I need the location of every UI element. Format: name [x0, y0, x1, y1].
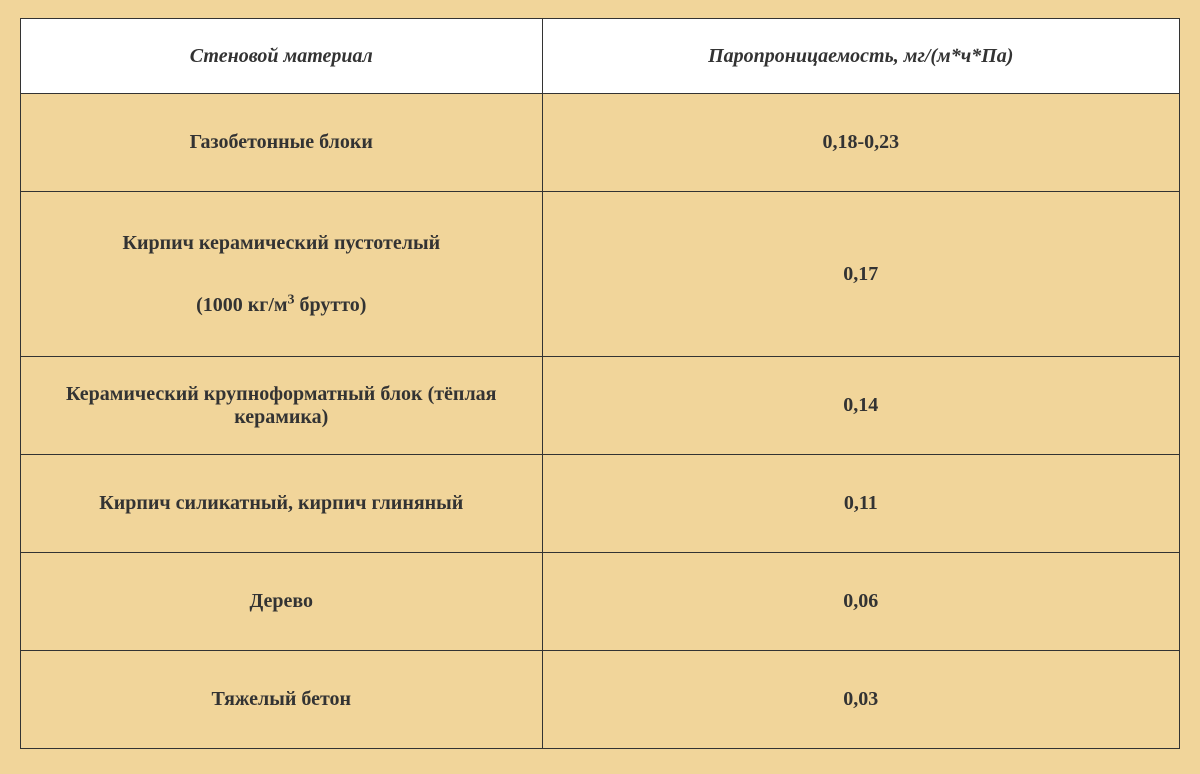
- cell-material-sub: (1000 кг/м3 брутто): [31, 289, 532, 321]
- cell-material: Кирпич силикатный, кирпич глиняный: [21, 455, 543, 553]
- cell-value: 0,18-0,23: [542, 94, 1179, 192]
- table-row: Керамический крупноформатный блок (тёпла…: [21, 357, 1180, 455]
- table-row: Кирпич силикатный, кирпич глиняный 0,11: [21, 455, 1180, 553]
- cell-value: 0,14: [542, 357, 1179, 455]
- cell-material-main: Кирпич керамический пустотелый: [122, 232, 440, 254]
- column-header-material: Стеновой материал: [21, 19, 543, 94]
- cell-value: 0,06: [542, 553, 1179, 651]
- cell-value: 0,17: [542, 192, 1179, 357]
- table-row: Тяжелый бетон 0,03: [21, 651, 1180, 749]
- table-row: Кирпич керамический пустотелый (1000 кг/…: [21, 192, 1180, 357]
- table-row: Газобетонные блоки 0,18-0,23: [21, 94, 1180, 192]
- table-header-row: Стеновой материал Паропроницаемость, мг/…: [21, 19, 1180, 94]
- cell-material: Газобетонные блоки: [21, 94, 543, 192]
- cell-material: Керамический крупноформатный блок (тёпла…: [21, 357, 543, 455]
- column-header-value: Паропроницаемость, мг/(м*ч*Па): [542, 19, 1179, 94]
- cell-material: Дерево: [21, 553, 543, 651]
- cell-material: Тяжелый бетон: [21, 651, 543, 749]
- cell-value: 0,03: [542, 651, 1179, 749]
- table-body: Газобетонные блоки 0,18-0,23 Кирпич кера…: [21, 94, 1180, 749]
- cell-material: Кирпич керамический пустотелый (1000 кг/…: [21, 192, 543, 357]
- cell-value: 0,11: [542, 455, 1179, 553]
- table-row: Дерево 0,06: [21, 553, 1180, 651]
- materials-table: Стеновой материал Паропроницаемость, мг/…: [20, 18, 1180, 749]
